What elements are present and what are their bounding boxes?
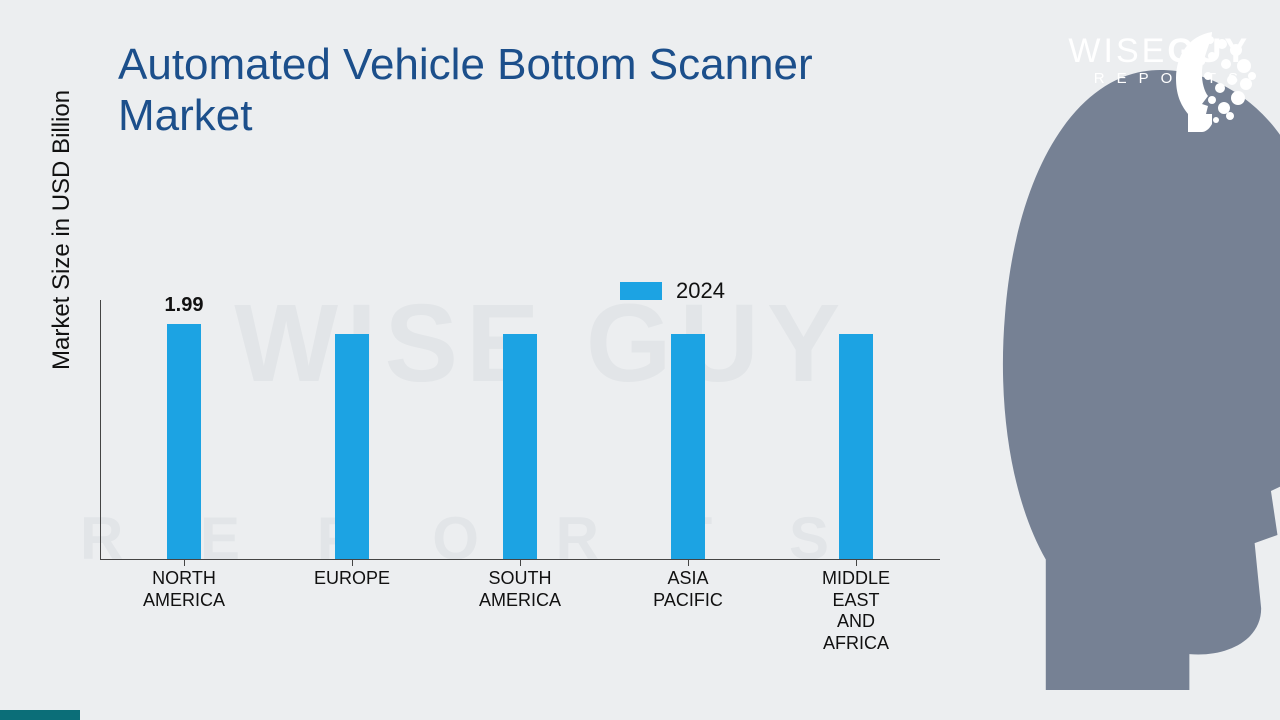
- brand-line1-light: WISE: [1068, 32, 1167, 70]
- brand-logo: WISEGUY REPORTS: [1068, 34, 1250, 87]
- chart-title: Automated Vehicle Bottom Scanner Market: [118, 40, 878, 141]
- bars-container: 1.99: [100, 299, 940, 559]
- bar-column: [436, 304, 604, 559]
- teal-accent-strip: [0, 710, 80, 720]
- bar: [335, 334, 369, 559]
- brand-line1: WISEGUY: [1068, 34, 1250, 68]
- category-label: NORTHAMERICA: [100, 562, 268, 654]
- chart-canvas: WISE GUY R E P O R T S Automated Vehicle…: [0, 0, 1280, 720]
- category-label: EUROPE: [268, 562, 436, 654]
- bar-column: [772, 304, 940, 559]
- chart-plot-area: 1.99: [100, 300, 940, 560]
- legend-swatch: [620, 282, 662, 300]
- category-labels: NORTHAMERICAEUROPESOUTHAMERICAASIAPACIFI…: [100, 562, 940, 654]
- category-label: SOUTHAMERICA: [436, 562, 604, 654]
- bar: [503, 334, 537, 559]
- brand-line2: REPORTS: [1068, 70, 1250, 87]
- head-silhouette-large: [980, 70, 1280, 690]
- bar-column: 1.99: [100, 294, 268, 559]
- y-axis-label: Market Size in USD Billion: [48, 90, 76, 370]
- category-label: ASIAPACIFIC: [604, 562, 772, 654]
- bar-column: [604, 304, 772, 559]
- bar: [671, 334, 705, 559]
- bar-column: [268, 304, 436, 559]
- bar: [839, 334, 873, 559]
- category-label: MIDDLEEASTANDAFRICA: [772, 562, 940, 654]
- bar-value-label: 1.99: [165, 294, 204, 318]
- brand-line1-bold: GUY: [1167, 32, 1250, 70]
- bar: [167, 324, 201, 559]
